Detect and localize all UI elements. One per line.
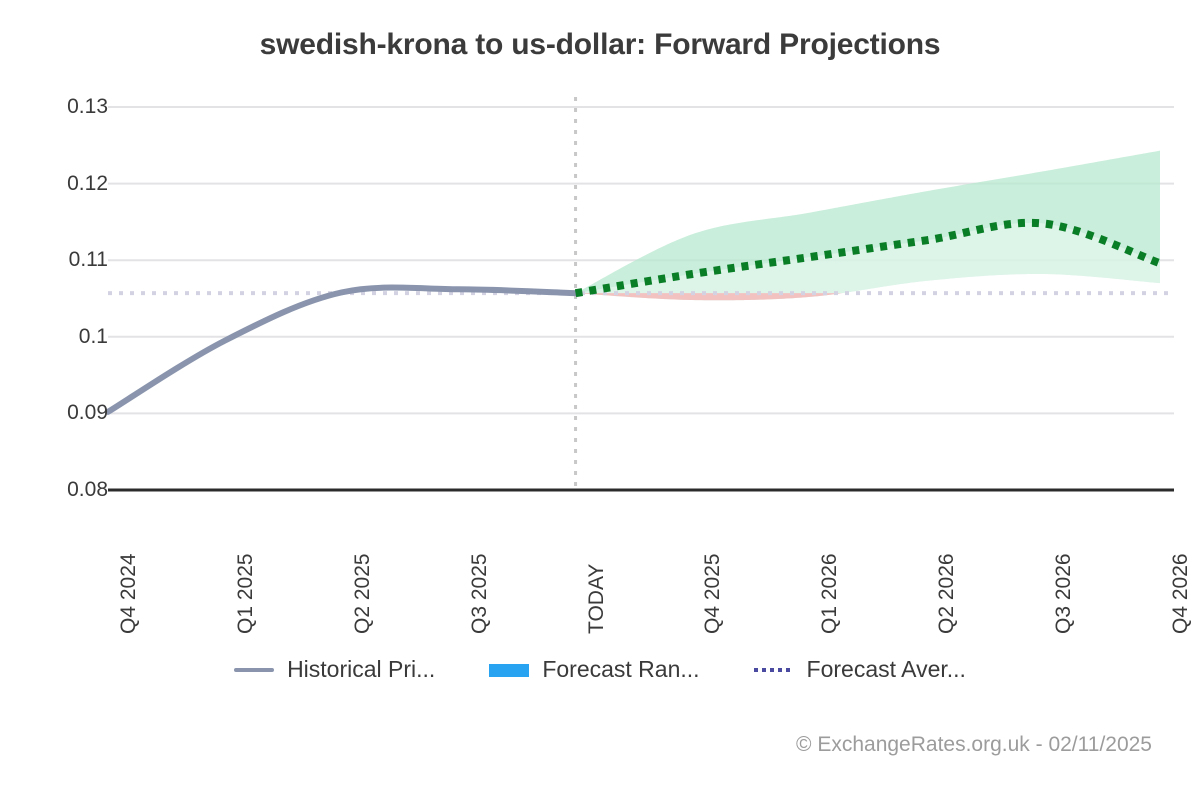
legend-label-forecast-range: Forecast Ran...	[542, 656, 700, 682]
legend-label-forecast-average: Forecast Aver...	[806, 656, 966, 682]
legend-item-forecast-average[interactable]: Forecast Aver...	[753, 656, 966, 683]
x-axis-tick-label: Q3 2025	[467, 553, 491, 634]
x-axis-tick-label: Q3 2026	[1052, 553, 1076, 634]
forecast-average-line	[574, 218, 1162, 298]
chart-legend: Historical Pri... Forecast Ran... Foreca…	[0, 656, 1200, 683]
x-axis-tick-label: TODAY	[584, 563, 608, 634]
y-axis-tick-label: 0.08	[67, 478, 108, 501]
page-title: swedish-krona to us-dollar: Forward Proj…	[259, 28, 941, 61]
forecast-range-band	[575, 150, 1160, 301]
x-axis-tick-label: Q4 2025	[701, 553, 725, 634]
x-axis-tick-label: Q2 2026	[935, 553, 959, 634]
legend-item-historical[interactable]: Historical Pri...	[234, 656, 435, 683]
x-axis-tick-label: Q1 2026	[818, 553, 842, 634]
y-axis-tick-label: 0.09	[67, 401, 108, 425]
legend-label-historical: Historical Pri...	[287, 656, 436, 682]
x-axis-tick-label: Q1 2025	[233, 553, 257, 634]
y-axis-tick-label: 0.1	[78, 324, 108, 348]
y-axis-tick-label: 0.12	[67, 171, 108, 195]
x-axis-tick-label: Q4 2024	[117, 553, 140, 634]
line-marker-icon	[234, 662, 275, 678]
x-axis-tick-label: Q4 2026	[1169, 553, 1192, 634]
legend-item-forecast-range[interactable]: Forecast Ran...	[489, 656, 700, 683]
swatch-marker-icon	[489, 662, 530, 678]
y-axis-ticks: 0.13 0.12 0.11 0.1 0.09 0.08	[0, 0, 108, 800]
dotted-marker-icon	[753, 662, 794, 678]
historical-price-line	[105, 284, 579, 415]
y-axis-tick-label: 0.13	[67, 95, 108, 118]
footer-credit: © ExchangeRates.org.uk - 02/11/2025	[796, 733, 1152, 756]
y-axis-tick-label: 0.11	[68, 248, 108, 272]
x-axis-tick-label: Q2 2025	[350, 553, 374, 634]
